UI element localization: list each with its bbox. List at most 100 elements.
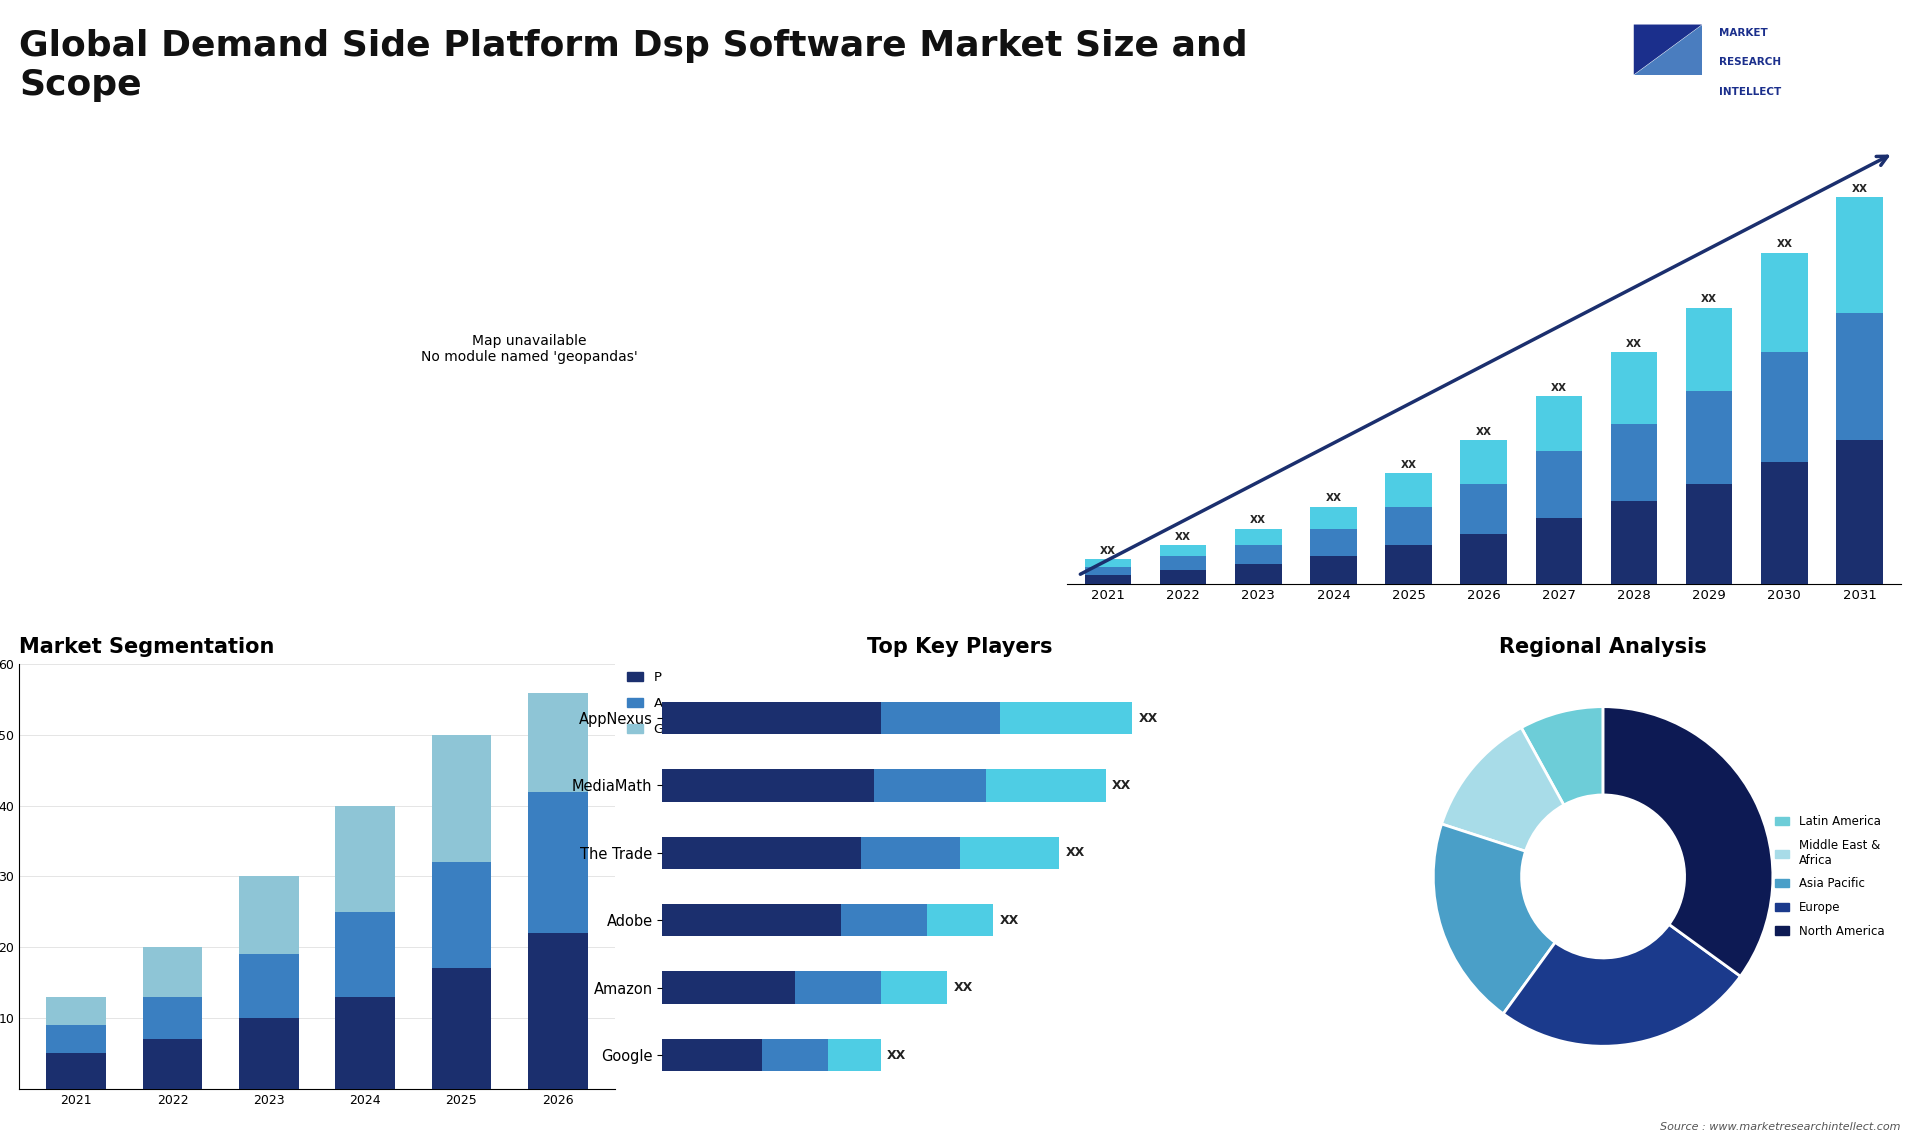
Bar (874, 769, 987, 802)
Text: XX: XX (1139, 712, 1158, 724)
Text: XX: XX (1066, 847, 1085, 860)
Bar (1686, 391, 1732, 485)
Bar (336, 912, 396, 997)
Wedge shape (1603, 707, 1772, 976)
Bar (1761, 252, 1807, 352)
Bar (828, 1038, 881, 1072)
Text: XX: XX (1551, 383, 1567, 393)
Bar (1160, 556, 1206, 570)
Text: INTELLECT: INTELLECT (1718, 87, 1782, 96)
Bar (1384, 507, 1432, 545)
Text: XX: XX (887, 1049, 906, 1061)
Text: Map unavailable
No module named 'geopandas': Map unavailable No module named 'geopand… (420, 335, 637, 364)
Polygon shape (1634, 24, 1701, 74)
Legend: Latin America, Middle East &
Africa, Asia Pacific, Europe, North America: Latin America, Middle East & Africa, Asi… (1770, 810, 1889, 942)
Text: XX: XX (1250, 516, 1265, 525)
Bar (1536, 518, 1582, 583)
Bar (1000, 702, 1133, 735)
Bar (762, 1038, 828, 1072)
Bar (662, 904, 841, 936)
Bar (1309, 556, 1357, 583)
Text: Global Demand Side Platform Dsp Software Market Size and
Scope: Global Demand Side Platform Dsp Software… (19, 29, 1248, 102)
Text: XX: XX (1701, 295, 1716, 305)
Bar (1085, 575, 1131, 583)
Polygon shape (1634, 24, 1701, 74)
Text: XX: XX (1776, 240, 1791, 250)
Text: XX: XX (1112, 779, 1131, 792)
Bar (1686, 308, 1732, 391)
Bar (46, 997, 106, 1025)
Bar (1461, 440, 1507, 485)
Bar (432, 968, 492, 1089)
Bar (238, 1018, 300, 1089)
Wedge shape (1521, 707, 1603, 804)
Bar (662, 769, 874, 802)
Bar (1536, 397, 1582, 452)
Text: XX: XX (1626, 338, 1642, 348)
Text: RESEARCH: RESEARCH (1718, 57, 1782, 68)
Bar (1461, 534, 1507, 583)
Text: XX: XX (1175, 532, 1190, 542)
Wedge shape (1434, 824, 1555, 1014)
Legend: Product, Application, Geography: Product, Application, Geography (628, 670, 728, 736)
Bar (1160, 545, 1206, 556)
Bar (1085, 559, 1131, 567)
Bar (142, 997, 202, 1039)
Text: Source : www.marketresearchintellect.com: Source : www.marketresearchintellect.com (1661, 1122, 1901, 1132)
Bar (1235, 565, 1281, 583)
Bar (1761, 352, 1807, 462)
Bar (528, 692, 588, 792)
Text: XX: XX (1851, 185, 1868, 194)
Bar (432, 735, 492, 862)
Bar (1384, 473, 1432, 507)
Bar (1309, 507, 1357, 528)
Text: XX: XX (1325, 493, 1342, 503)
Bar (662, 972, 795, 1004)
Bar (1536, 452, 1582, 518)
Bar (1235, 528, 1281, 545)
Text: XX: XX (1476, 427, 1492, 437)
Bar (1836, 197, 1884, 313)
Bar (987, 769, 1106, 802)
Bar (662, 1038, 762, 1072)
Bar (1686, 485, 1732, 583)
Bar (238, 877, 300, 955)
Bar (960, 837, 1060, 869)
Bar (1611, 501, 1657, 583)
Bar (1611, 352, 1657, 424)
Bar (238, 955, 300, 1018)
Title: Top Key Players: Top Key Players (868, 637, 1052, 657)
Bar (432, 862, 492, 968)
Text: XX: XX (1400, 460, 1417, 470)
Bar (1384, 545, 1432, 583)
Bar (528, 933, 588, 1089)
Bar (336, 997, 396, 1089)
Bar (1235, 545, 1281, 565)
Text: XX: XX (1000, 913, 1020, 927)
Bar (1761, 462, 1807, 583)
Bar (142, 948, 202, 997)
Bar (1309, 528, 1357, 556)
Bar (841, 904, 927, 936)
Text: XX: XX (954, 981, 973, 994)
Wedge shape (1503, 925, 1740, 1046)
Bar (1836, 440, 1884, 583)
Bar (1461, 485, 1507, 534)
Bar (142, 1039, 202, 1089)
Bar (881, 972, 947, 1004)
Bar (860, 837, 960, 869)
Title: Regional Analysis: Regional Analysis (1500, 637, 1707, 657)
Bar (46, 1053, 106, 1089)
Bar (1085, 567, 1131, 575)
Bar (662, 702, 881, 735)
Text: XX: XX (1100, 545, 1116, 556)
Bar (795, 972, 881, 1004)
Bar (336, 806, 396, 912)
Bar (1836, 313, 1884, 440)
Text: MARKET: MARKET (1718, 28, 1768, 38)
Bar (528, 792, 588, 933)
Bar (1611, 424, 1657, 501)
Bar (46, 1025, 106, 1053)
Bar (1160, 570, 1206, 583)
Bar (927, 904, 993, 936)
